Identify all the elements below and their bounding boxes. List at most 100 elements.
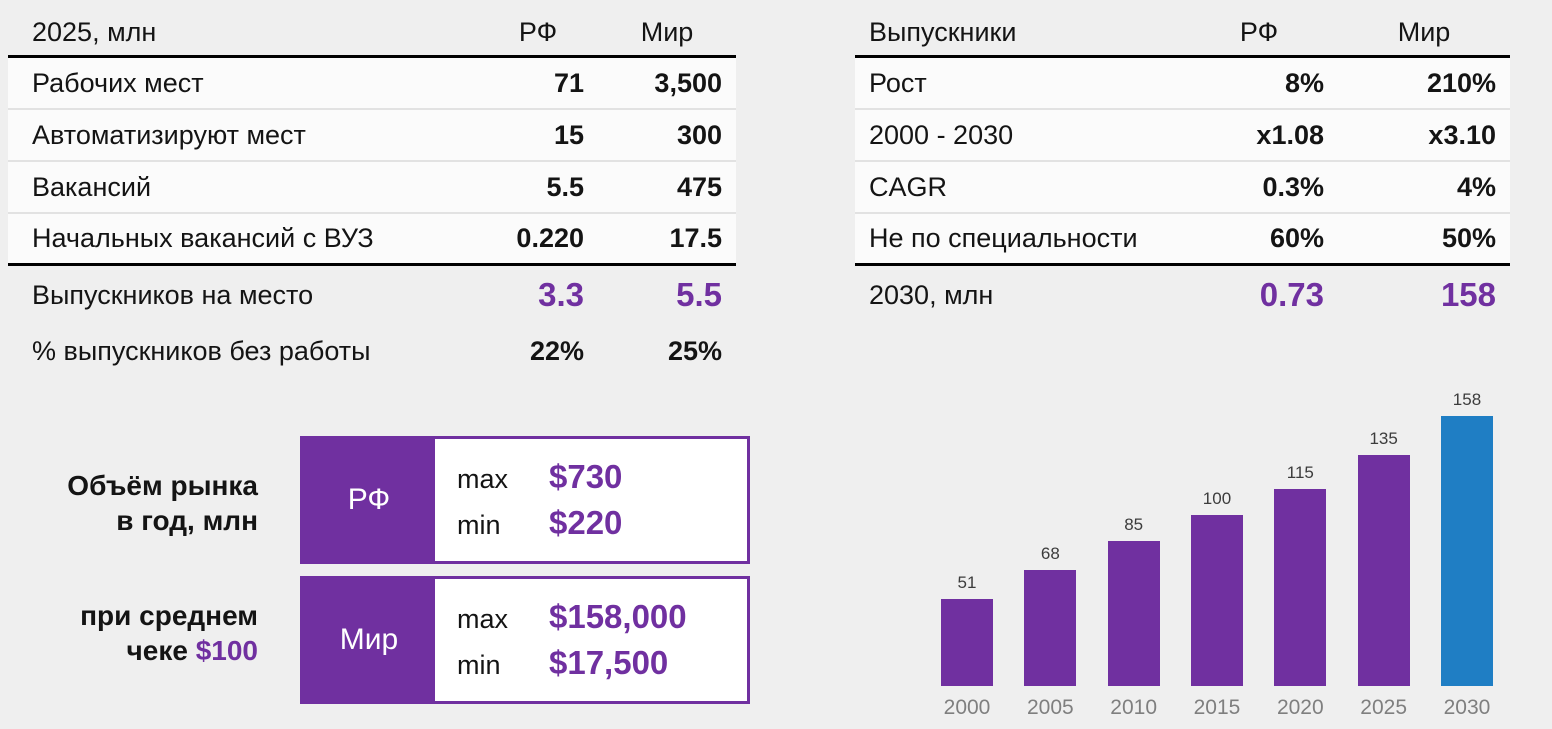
row-value-rf: 22% xyxy=(529,335,584,366)
bar xyxy=(1357,455,1410,686)
table-2025-col-world: Мир xyxy=(640,17,694,47)
bar-category-label: 2030 xyxy=(1443,696,1491,719)
max-label: max xyxy=(457,604,509,634)
market-volume-label-line1: Объём рынка xyxy=(67,470,258,501)
bar xyxy=(1274,489,1327,686)
bar-value-label: 68 xyxy=(1040,544,1060,563)
market-card-world-min-row: min $17,500 xyxy=(457,644,747,682)
bar-group: 68 2005 xyxy=(1011,544,1089,720)
bar-value-label: 100 xyxy=(1202,489,1232,508)
row-label: CAGR xyxy=(869,171,948,202)
bar-value-label: 158 xyxy=(1452,390,1482,409)
bar-chart: 51 2000 68 2005 85 2010 100 2015 115 2020 135 2025 1… xyxy=(928,390,1506,720)
row-label: 2000 - 2030 xyxy=(869,119,1014,150)
table-2025-col-rf: РФ xyxy=(518,17,558,47)
market-card-world-body: max $158,000 min $17,500 xyxy=(435,579,747,701)
market-card-rf-min-row: min $220 xyxy=(457,504,747,542)
table-row: Автоматизируют мест 15 300 xyxy=(8,110,736,162)
row-value-rf: 0.73 xyxy=(1259,276,1324,313)
bar-value-label: 135 xyxy=(1369,429,1398,448)
row-label: % выпускников без работы xyxy=(32,335,371,366)
market-card-world-region: Мир xyxy=(303,579,435,701)
average-check-note-prefix: чеке xyxy=(126,635,196,666)
market-card-world-max-row: max $158,000 xyxy=(457,598,747,636)
bar-value-label: 115 xyxy=(1286,463,1314,482)
table-row-highlight: Выпускников на место 3.3 5.5 xyxy=(8,266,736,324)
row-label: Выпускников на место xyxy=(32,279,314,310)
market-volume-label-line2: в год, млн xyxy=(116,505,258,536)
min-label: min xyxy=(457,510,501,540)
table-graduates-title: Выпускники xyxy=(869,17,1017,47)
row-value-world: 300 xyxy=(676,119,722,150)
bar-category-label: 2015 xyxy=(1193,696,1241,719)
average-check-note-line2: чеке $100 xyxy=(10,633,259,668)
table-row-footer: % выпускников без работы 22% 25% xyxy=(8,324,736,378)
average-check-note-line1: при среднем xyxy=(80,600,258,631)
bar xyxy=(1024,570,1077,686)
table-2025-header: 2025, млн РФ Мир xyxy=(8,10,736,58)
row-value-world: 158 xyxy=(1440,276,1496,313)
row-value-rf: 60% xyxy=(1269,223,1324,253)
min-label: min xyxy=(457,650,501,680)
row-label: 2030, млн xyxy=(869,279,994,310)
bar-category-label: 2010 xyxy=(1110,696,1158,719)
row-value-rf: 0.220 xyxy=(516,223,584,253)
table-graduates-header: Выпускники РФ Мир xyxy=(855,10,1510,58)
bar-group: 100 2015 xyxy=(1178,489,1256,720)
average-check-note: при среднем чеке $100 xyxy=(10,598,258,668)
min-value: $17,500 xyxy=(549,644,669,681)
table-graduates: Выпускники РФ Мир Рост 8% 210% 2000 - 20… xyxy=(855,10,1510,324)
row-label: Не по специальности xyxy=(869,223,1138,253)
bar-category-label: 2025 xyxy=(1360,696,1407,719)
row-value-rf: x1.08 xyxy=(1256,119,1324,150)
average-check-amount: $100 xyxy=(195,635,258,666)
market-card-rf-max-row: max $730 xyxy=(457,458,747,496)
table-2025: 2025, млн РФ Мир Рабочих мест 71 3,500 А… xyxy=(8,10,736,378)
row-label: Рост xyxy=(869,67,927,98)
row-value-world: 475 xyxy=(676,171,722,202)
row-value-world: 50% xyxy=(1441,223,1496,253)
min-value: $220 xyxy=(549,504,623,541)
bar-value-label: 85 xyxy=(1124,515,1144,534)
table-row: Не по специальности 60% 50% xyxy=(855,214,1510,266)
market-card-world: Мир max $158,000 min $17,500 xyxy=(300,576,750,704)
bar xyxy=(941,599,993,686)
bar xyxy=(1440,416,1493,686)
row-value-rf: 15 xyxy=(553,119,584,150)
bar-value-label: 51 xyxy=(957,573,977,592)
market-card-rf-body: max $730 min $220 xyxy=(435,439,747,561)
max-label: max xyxy=(457,464,509,494)
table-graduates-col-rf: РФ xyxy=(1239,17,1279,47)
bar xyxy=(1190,515,1243,686)
max-value: $730 xyxy=(549,458,623,495)
bar-category-label: 2020 xyxy=(1276,696,1324,719)
row-label: Рабочих мест xyxy=(32,67,204,98)
table-2025-title: 2025, млн xyxy=(32,17,157,47)
bar-group: 85 2010 xyxy=(1095,515,1173,720)
row-value-rf: 0.3% xyxy=(1262,171,1324,202)
row-value-rf: 3.3 xyxy=(538,276,584,313)
row-label: Начальных вакансий с ВУЗ xyxy=(32,223,374,253)
bar-category-label: 2000 xyxy=(943,696,991,719)
row-value-world: 4% xyxy=(1456,171,1496,202)
bar-group: 158 2030 xyxy=(1428,390,1506,720)
bar-group: 115 2020 xyxy=(1261,463,1339,720)
row-label: Вакансий xyxy=(32,171,152,202)
max-value: $158,000 xyxy=(549,598,687,635)
table-row: Начальных вакансий с ВУЗ 0.220 17.5 xyxy=(8,214,736,266)
row-value-world: 3,500 xyxy=(654,67,722,98)
table-row: Рост 8% 210% xyxy=(855,58,1510,110)
row-value-world: x3.10 xyxy=(1428,119,1496,150)
table-row: Вакансий 5.5 475 xyxy=(8,162,736,214)
bar-group: 51 2000 xyxy=(928,573,1006,720)
table-row: Рабочих мест 71 3,500 xyxy=(8,58,736,110)
bar-group: 135 2025 xyxy=(1345,429,1423,720)
row-value-rf: 5.5 xyxy=(546,171,584,202)
market-card-rf: РФ max $730 min $220 xyxy=(300,436,750,564)
table-row: CAGR 0.3% 4% xyxy=(855,162,1510,214)
bar xyxy=(1107,541,1160,686)
table-row: 2000 - 2030 x1.08 x3.10 xyxy=(855,110,1510,162)
row-value-rf: 71 xyxy=(553,67,584,98)
row-label: Автоматизируют мест xyxy=(32,119,306,150)
